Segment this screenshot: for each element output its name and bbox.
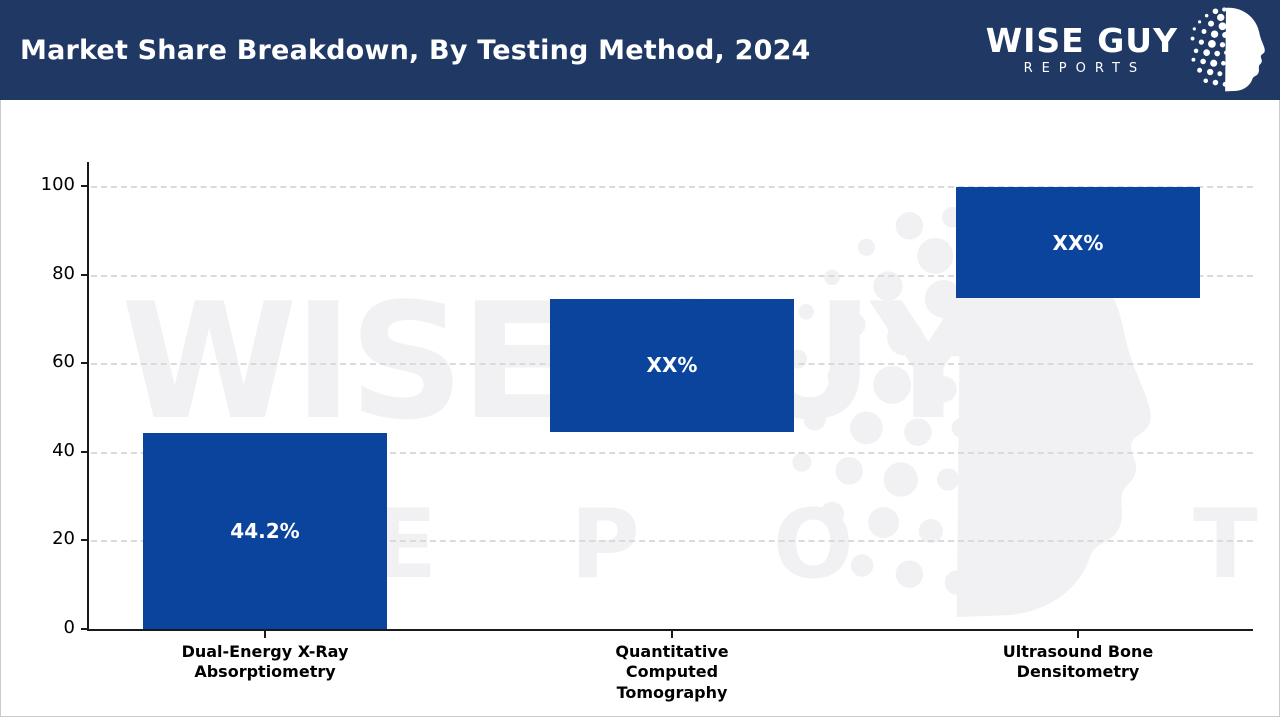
logo-wordmark-line2: REPORTS [1023, 60, 1147, 76]
gridline [91, 451, 1253, 454]
chart-area: WISE GUY R E P O R T S 02040608010044.2%… [0, 100, 1280, 717]
x-category-label: Ultrasound Bone Densitometry [1002, 642, 1154, 682]
header-bar: Market Share Breakdown, By Testing Metho… [0, 0, 1280, 100]
bar-chart: 0 20 40 60 80 100 44.2% XX% XX% Dual-Energy X-Ray… [1, 100, 1279, 716]
y-tick-label: 60 [52, 351, 75, 373]
y-tick-mark [81, 450, 89, 453]
bar-value-label: 44.2% [230, 519, 300, 544]
y-tick-label: 100 [40, 174, 75, 195]
y-tick-mark [81, 185, 89, 187]
y-tick-mark [81, 362, 89, 365]
bar-value-label: XX% [1052, 230, 1104, 255]
chart-title: Market Share Breakdown, By Testing Metho… [20, 34, 811, 66]
y-tick-label: 40 [52, 439, 75, 461]
bar-value-label: XX% [646, 353, 698, 378]
gridline [91, 540, 1253, 543]
bar-segment: 44.2% [143, 433, 387, 629]
face-profile-icon [1182, 6, 1270, 94]
brand-logo: WISE GUY REPORTS [986, 6, 1270, 94]
y-tick-mark [81, 539, 89, 542]
y-tick-label: 80 [52, 262, 75, 284]
gridline [91, 186, 1253, 188]
y-tick-label: 20 [52, 528, 75, 550]
logo-wordmark: WISE GUY REPORTS [986, 24, 1178, 76]
y-axis-line [87, 162, 89, 631]
x-category-label: Dual-Energy X-Ray Absorptiometry [181, 642, 349, 682]
logo-wordmark-line1: WISE GUY [985, 21, 1178, 61]
y-tick-label: 0 [63, 617, 75, 638]
x-axis-line [87, 629, 1253, 631]
bar-segment: XX% [956, 187, 1200, 299]
x-tick-mark [1077, 631, 1079, 638]
y-tick-mark [81, 628, 89, 630]
x-category-label: Quantitative Computed Tomography [615, 642, 729, 702]
bar-segment: XX% [550, 298, 794, 432]
y-tick-mark [81, 273, 89, 276]
gridline [91, 274, 1253, 277]
x-tick-mark [671, 631, 673, 638]
x-tick-mark [264, 631, 266, 638]
